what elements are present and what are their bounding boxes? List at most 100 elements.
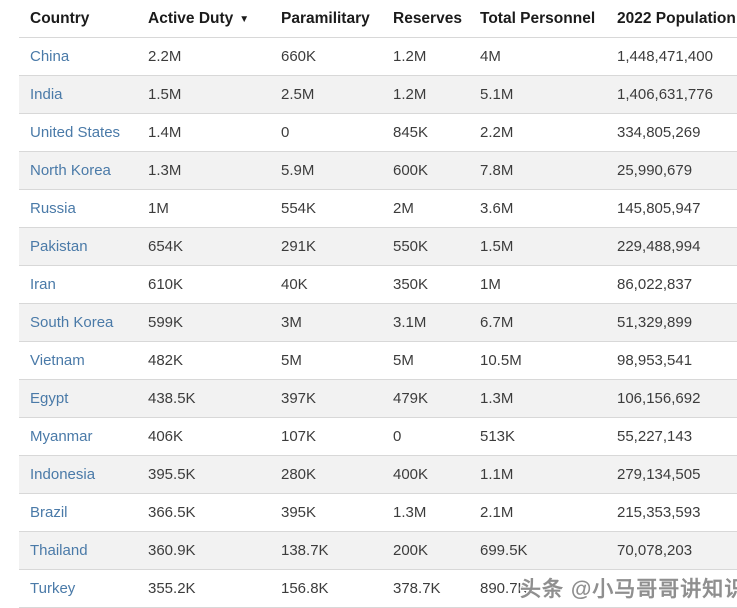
country-link[interactable]: Indonesia	[30, 466, 96, 483]
table-row: China 2.2M 660K 1.2M 4M 1,448,471,400	[19, 38, 737, 76]
cell-paramilitary: 107K	[281, 428, 317, 445]
cell-population: 55,227,143	[617, 428, 693, 445]
cell-active-duty: 599K	[148, 314, 184, 331]
table-row: Iran 610K 40K 350K 1M 86,022,837	[19, 266, 737, 304]
table-row: Pakistan 654K 291K 550K 1.5M 229,488,994	[19, 228, 737, 266]
cell-active-duty: 355.2K	[148, 580, 196, 597]
country-link[interactable]: South Korea	[30, 314, 114, 331]
cell-country: United States	[19, 124, 148, 141]
cell-paramilitary: 397K	[281, 390, 317, 407]
cell-population: 70,078,203	[617, 542, 693, 559]
cell-paramilitary: 5.9M	[281, 162, 315, 179]
cell-population: 229,488,994	[617, 238, 701, 255]
column-header-active-duty[interactable]: Active Duty ▼	[148, 10, 281, 28]
country-link[interactable]: Vietnam	[30, 352, 85, 369]
cell-active-duty: 482K	[148, 352, 184, 369]
cell-paramilitary: 5M	[281, 352, 302, 369]
cell-reserves: 3.1M	[393, 314, 427, 331]
cell-country: North Korea	[19, 162, 148, 179]
cell-population: 86,022,837	[617, 276, 693, 293]
cell-active-duty: 1M	[148, 200, 169, 217]
cell-paramilitary: 2.5M	[281, 86, 315, 103]
cell-population: 25,990,679	[617, 162, 693, 179]
cell-reserves: 1.2M	[393, 48, 427, 65]
country-link[interactable]: India	[30, 86, 63, 103]
cell-reserves: 200K	[393, 542, 429, 559]
cell-country: India	[19, 86, 148, 103]
cell-population: 215,353,593	[617, 504, 701, 521]
column-header-reserves[interactable]: Reserves	[393, 10, 480, 28]
cell-paramilitary: 3M	[281, 314, 302, 331]
column-header-label: Active Duty	[148, 9, 234, 27]
cell-country: Egypt	[19, 390, 148, 407]
cell-total: 3.6M	[480, 200, 514, 217]
country-link[interactable]: Brazil	[30, 504, 68, 521]
column-header-total[interactable]: Total Personnel	[480, 10, 617, 28]
cell-reserves: 1.3M	[393, 504, 427, 521]
cell-reserves: 550K	[393, 238, 429, 255]
column-header-label: Reserves	[393, 9, 462, 27]
column-header-country[interactable]: Country	[19, 10, 148, 28]
table-row: India 1.5M 2.5M 1.2M 5.1M 1,406,631,776	[19, 76, 737, 114]
country-link[interactable]: Pakistan	[30, 238, 88, 255]
cell-active-duty: 395.5K	[148, 466, 196, 483]
cell-paramilitary: 138.7K	[281, 542, 329, 559]
table-header-row: Country Active Duty ▼ Paramilitary Reserves T…	[19, 0, 737, 38]
cell-reserves: 400K	[393, 466, 429, 483]
cell-country: Turkey	[19, 580, 148, 597]
country-link[interactable]: North Korea	[30, 162, 111, 179]
cell-active-duty: 1.4M	[148, 124, 182, 141]
cell-paramilitary: 395K	[281, 504, 317, 521]
cell-country: Myanmar	[19, 428, 148, 445]
cell-population: 334,805,269	[617, 124, 701, 141]
country-link[interactable]: Iran	[30, 276, 56, 293]
cell-reserves: 378.7K	[393, 580, 441, 597]
cell-active-duty: 2.2M	[148, 48, 182, 65]
cell-population: 145,805,947	[617, 200, 701, 217]
table-row: Thailand 360.9K 138.7K 200K 699.5K 70,078,203	[19, 532, 737, 570]
cell-population: 106,156,692	[617, 390, 701, 407]
cell-total: 1.1M	[480, 466, 514, 483]
column-header-paramilitary[interactable]: Paramilitary	[281, 10, 393, 28]
table-row: United States 1.4M 0 845K 2.2M 334,805,269	[19, 114, 737, 152]
cell-total: 1.5M	[480, 238, 514, 255]
cell-country: Pakistan	[19, 238, 148, 255]
cell-population: 1,406,631,776	[617, 86, 713, 103]
sort-descending-icon: ▼	[239, 13, 250, 25]
cell-active-duty: 406K	[148, 428, 184, 445]
cell-country: Russia	[19, 200, 148, 217]
cell-population: 1,448,471,400	[617, 48, 713, 65]
cell-total: 699.5K	[480, 542, 528, 559]
country-link[interactable]: Egypt	[30, 390, 69, 407]
country-link[interactable]: Russia	[30, 200, 76, 217]
cell-paramilitary: 156.8K	[281, 580, 329, 597]
cell-country: China	[19, 48, 148, 65]
country-link[interactable]: Myanmar	[30, 428, 93, 445]
cell-total: 6.7M	[480, 314, 514, 331]
cell-total: 2.2M	[480, 124, 514, 141]
country-link[interactable]: Turkey	[30, 580, 76, 597]
column-header-label: 2022 Population	[617, 9, 736, 27]
table-body: China 2.2M 660K 1.2M 4M 1,448,471,400 India 1.5…	[19, 38, 737, 608]
cell-paramilitary: 40K	[281, 276, 308, 293]
table-row: North Korea 1.3M 5.9M 600K 7.8M 25,990,679	[19, 152, 737, 190]
cell-paramilitary: 280K	[281, 466, 317, 483]
cell-population: 98,953,541	[617, 352, 693, 369]
cell-active-duty: 654K	[148, 238, 184, 255]
cell-total: 7.8M	[480, 162, 514, 179]
cell-paramilitary: 554K	[281, 200, 317, 217]
country-link[interactable]: China	[30, 48, 70, 65]
military-personnel-table: Country Active Duty ▼ Paramilitary Reserves T…	[19, 0, 737, 608]
column-header-label: Paramilitary	[281, 9, 370, 27]
column-header-label: Country	[30, 9, 90, 27]
cell-total: 2.1M	[480, 504, 514, 521]
country-link[interactable]: United States	[30, 124, 121, 141]
table-row: Turkey 355.2K 156.8K 378.7K 890.7K	[19, 570, 737, 608]
cell-country: Brazil	[19, 504, 148, 521]
cell-reserves: 5M	[393, 352, 414, 369]
country-link[interactable]: Thailand	[30, 542, 88, 559]
column-header-population[interactable]: 2022 Population	[617, 10, 737, 28]
cell-total: 4M	[480, 48, 501, 65]
cell-total: 513K	[480, 428, 516, 445]
